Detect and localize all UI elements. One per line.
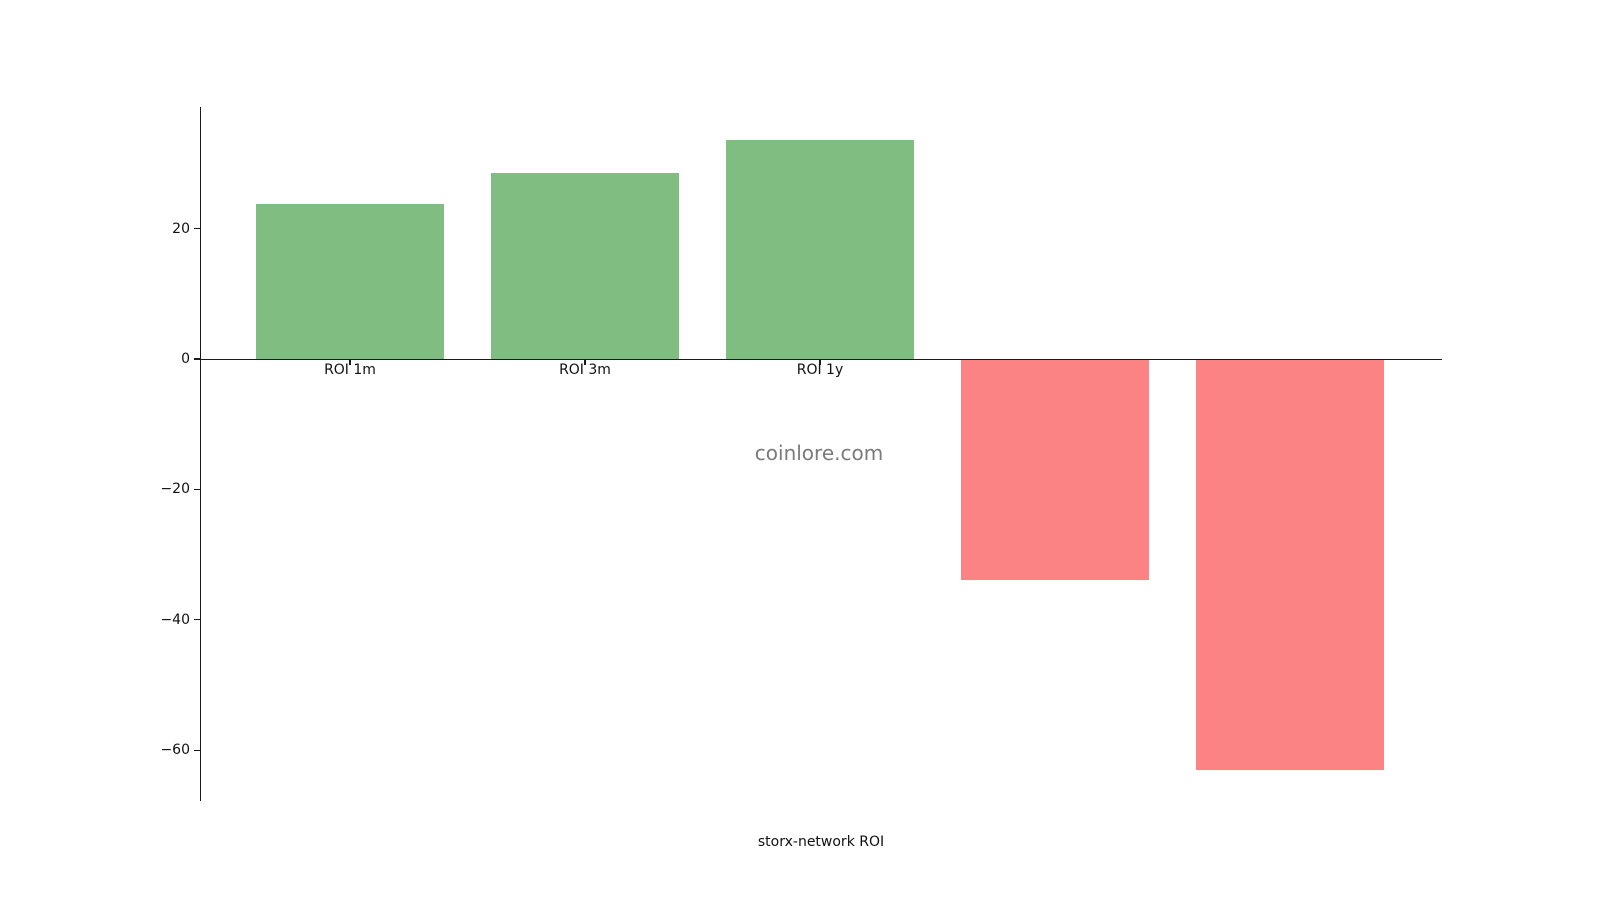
x-tick-label-roi-1y: ROI 1y xyxy=(796,361,844,378)
y-tick-mark xyxy=(194,488,200,490)
y-tick-label: 0 xyxy=(181,351,190,367)
x-tick-mark xyxy=(349,359,351,365)
y-tick-mark xyxy=(194,358,200,360)
y-tick-mark xyxy=(194,228,200,230)
x-tick-mark xyxy=(819,359,821,365)
y-tick-label: −40 xyxy=(160,611,190,628)
y-tick-label: 20 xyxy=(172,220,190,237)
y-tick-mark xyxy=(194,619,200,621)
y-tick-label: −60 xyxy=(160,742,190,759)
watermark: coinlore.com xyxy=(754,441,884,465)
y-axis-line xyxy=(200,107,202,801)
y-tick-label: −20 xyxy=(160,481,190,498)
chart-xlabel: storx-network ROI xyxy=(757,834,885,850)
bar-unlabeled-4 xyxy=(1196,360,1384,771)
bar-ROI 1y xyxy=(726,139,914,359)
x-tick-mark xyxy=(584,359,586,365)
bar-ROI 3m xyxy=(491,172,679,359)
bar-unlabeled-3 xyxy=(961,360,1149,580)
bar-ROI 1m xyxy=(256,204,444,359)
x-tick-label-roi-3m: ROI 3m xyxy=(559,361,611,378)
x-tick-label-roi-1m: ROI 1m xyxy=(324,361,376,378)
y-tick-mark xyxy=(194,749,200,751)
x-axis-zero-line xyxy=(200,358,1442,360)
